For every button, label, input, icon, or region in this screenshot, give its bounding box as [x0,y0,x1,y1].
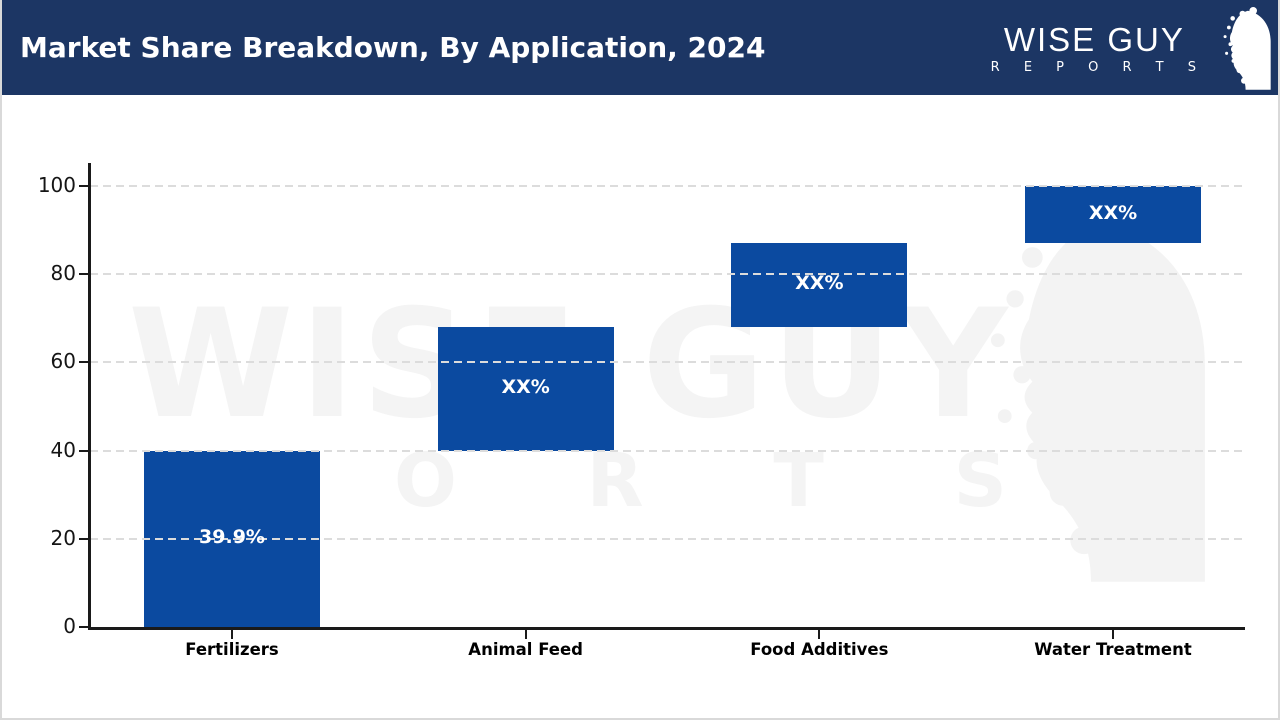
x-tick-mark-2 [818,630,821,639]
y-tick-label-20: 20 [50,525,76,550]
y-tick-mark-40 [79,449,89,452]
brand-logo-text: WISE GUY R E P O R T S [983,21,1206,75]
y-tick-mark-60 [79,361,89,364]
watermark-text-line1: WISE GUY [128,278,1014,452]
y-tick-mark-80 [79,273,89,276]
x-category-label-3: Water Treatment [1034,640,1192,659]
x-tick-mark-3 [1112,630,1114,639]
y-axis-line [88,163,91,629]
y-tick-label-40: 40 [50,437,76,462]
header-bar: Market Share Breakdown, By Application, … [2,0,1278,95]
x-tick-mark-0 [231,630,233,639]
x-category-label-2: Food Additives [750,640,889,659]
y-tick-mark-20 [79,537,89,540]
bar-value-label-0: 39.9% [199,526,265,549]
y-tick-label-100: 100 [37,173,76,197]
brand-subtitle: R E P O R T S [990,60,1206,75]
y-tick-label-0: 0 [63,614,76,638]
watermark-text-line2: P O R T S [210,438,1059,524]
watermark-head-dots-icon [990,205,1205,582]
y-tick-mark-0 [79,626,89,628]
y-tick-mark-100 [79,185,89,187]
brand-logo: WISE GUY R E P O R T S [983,5,1276,91]
y-tick-label-80: 80 [50,261,76,286]
gridline-100 [90,185,1245,187]
brand-name: WISE GUY [1003,21,1185,58]
brand-head-dots-icon [1223,6,1271,90]
x-category-label-0: Fertilizers [185,640,279,659]
y-tick-label-60: 60 [50,349,76,374]
x-tick-mark-1 [524,630,527,639]
chart-title: Market Share Breakdown, By Application, … [20,31,766,64]
x-axis-line [88,627,1245,630]
x-category-label-1: Animal Feed [468,640,583,659]
